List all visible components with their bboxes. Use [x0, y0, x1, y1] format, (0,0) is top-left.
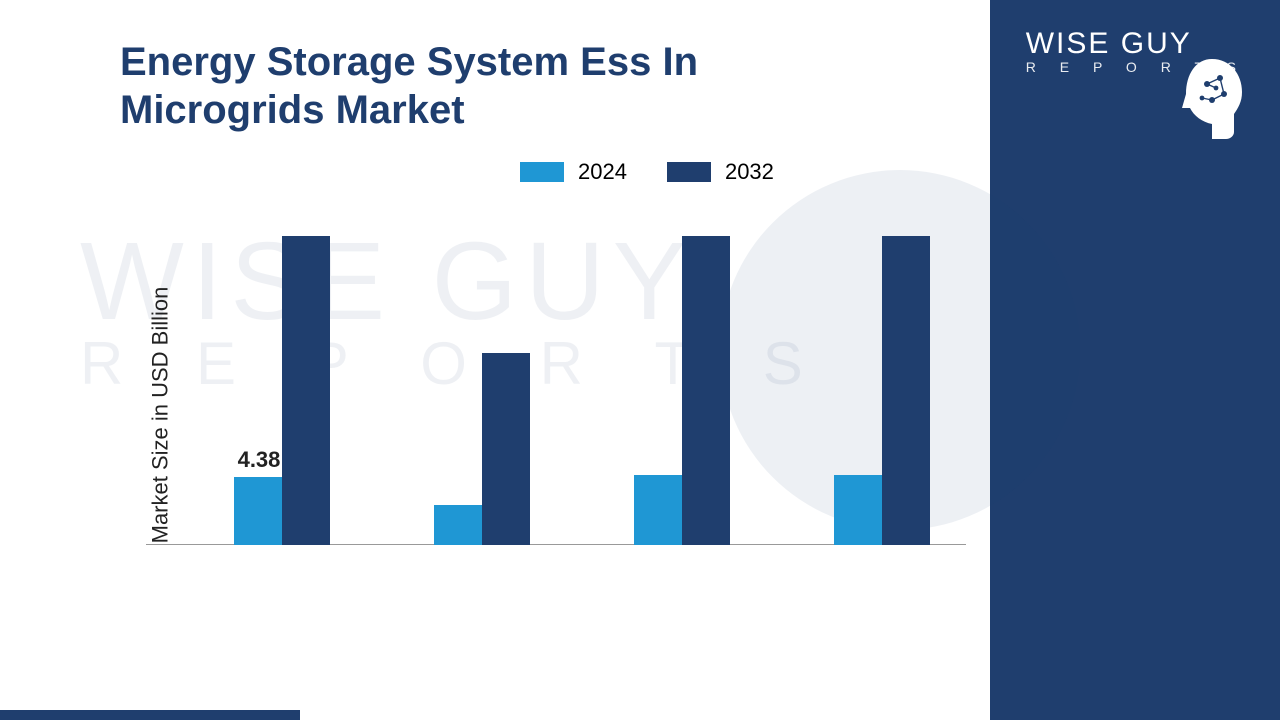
legend-swatch-2024 [520, 162, 564, 182]
chart-area: Market Size in USD Billion 2024 2032 4.3… [90, 155, 970, 675]
plot-area: 4.38battery energy storage systemsflywhe… [146, 205, 966, 545]
bottom-accent-bar [0, 710, 300, 720]
bar-series-b [282, 236, 330, 545]
bar-series-a [634, 475, 682, 545]
bar-series-a [834, 475, 882, 545]
legend-item-2032: 2032 [667, 159, 774, 185]
bar-series-a [234, 477, 282, 545]
legend-label-2032: 2032 [725, 159, 774, 185]
legend-label-2024: 2024 [578, 159, 627, 185]
brand-logo: WISE GUY R E P O R T S [1026, 28, 1246, 74]
legend: 2024 2032 [520, 159, 774, 185]
legend-item-2024: 2024 [520, 159, 627, 185]
brand-logo-line2: R E P O R T S [1026, 60, 1246, 75]
chart-title: Energy Storage System Ess In Microgrids … [120, 38, 740, 134]
bar-value-label: 4.38 [224, 447, 294, 473]
bar-series-a [434, 505, 482, 545]
legend-swatch-2032 [667, 162, 711, 182]
bar-series-b [882, 236, 930, 545]
bar-series-b [682, 236, 730, 545]
stage: WISE GUY R E P O R T S WISE GUY R E P O … [0, 0, 1280, 720]
bar-series-b [482, 353, 530, 545]
